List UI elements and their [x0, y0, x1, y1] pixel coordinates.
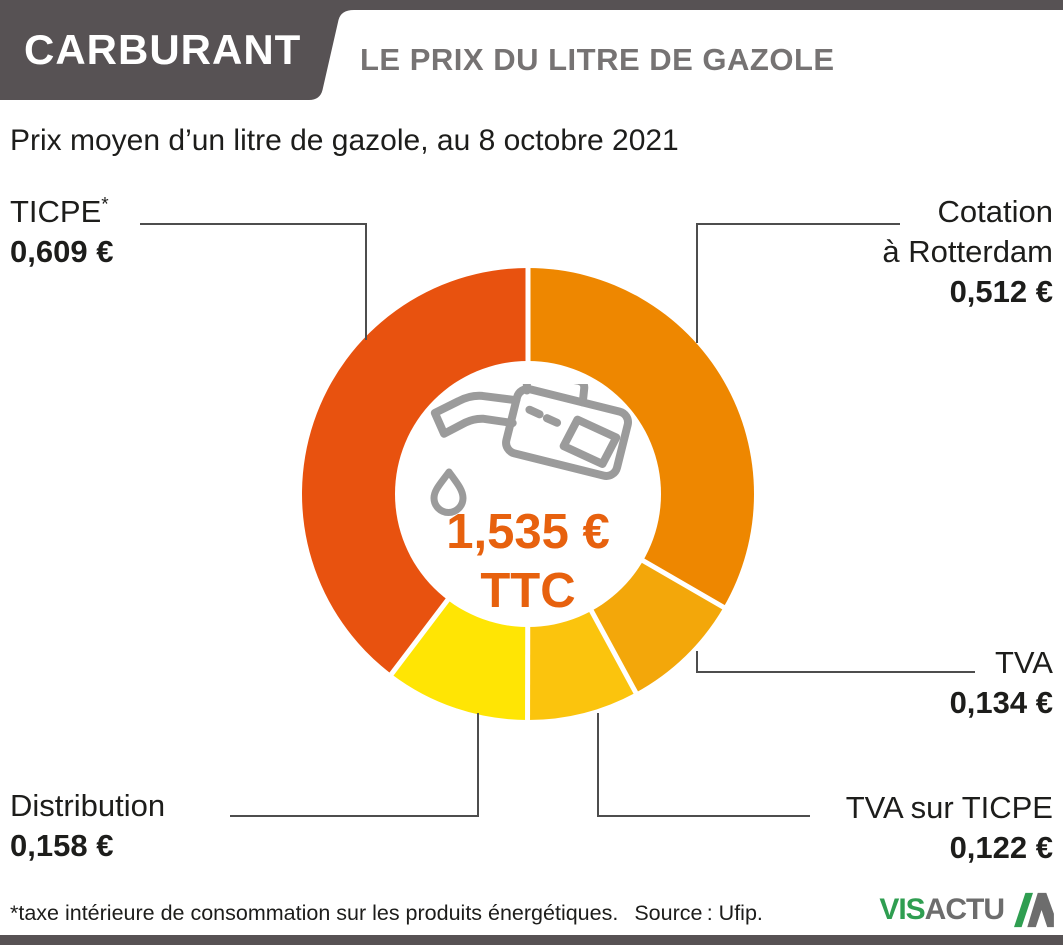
callout-tva-ticpe-value: 0,122 €	[949, 830, 1053, 865]
nozzle-spout	[430, 391, 521, 438]
callout-tva-name: TVA	[995, 645, 1053, 680]
callout-cotation: Cotation à Rotterdam 0,512 €	[882, 192, 1053, 312]
visactu-logo-mark	[1014, 892, 1054, 928]
footnote: *taxe intérieure de consommation sur les…	[10, 901, 763, 926]
fuel-drop-icon	[430, 468, 467, 516]
callout-cotation-line2: à Rotterdam	[882, 234, 1053, 269]
nozzle-detail-dash	[542, 414, 562, 427]
visactu-logo-text-gray: ACTU	[924, 893, 1005, 926]
bottom-strip	[0, 935, 1063, 945]
leader-line-ticpe	[140, 223, 367, 340]
logo-mark-green-bar	[1014, 892, 1033, 928]
source-text: Source : Ufip.	[634, 901, 763, 925]
nozzle-handle	[522, 384, 589, 407]
callout-tva: TVA 0,134 €	[950, 643, 1053, 723]
leader-line-cotation	[696, 223, 900, 343]
fuel-nozzle-icon	[430, 384, 632, 516]
kicker-label: CARBURANT	[24, 26, 302, 73]
leader-line-tva-ticpe	[597, 713, 810, 817]
callout-tva-value: 0,134 €	[949, 685, 1053, 720]
logo-mark-gray-shape	[1027, 892, 1054, 928]
nozzle-body	[502, 385, 632, 480]
leader-line-tva	[696, 651, 975, 673]
callout-distribution-value: 0,158 €	[10, 828, 114, 863]
page-title: LE PRIX DU LITRE DE GAZOLE	[360, 42, 835, 77]
total-price: 1,535 €	[446, 505, 610, 559]
footnote-text: *taxe intérieure de consommation sur les…	[10, 901, 619, 925]
donut-center-total: 1,535 € TTC	[378, 503, 678, 621]
callout-ticpe: TICPE* 0,609 €	[10, 192, 113, 272]
callout-ticpe-value: 0,609 €	[10, 234, 114, 269]
visactu-logo: VIS ACTU	[879, 891, 1055, 929]
leader-line-distribution	[230, 713, 479, 817]
callout-distribution-name: Distribution	[10, 788, 166, 823]
callout-tva-ticpe: TVA sur TICPE 0,122 €	[846, 788, 1053, 868]
nozzle-window	[559, 415, 621, 468]
chart-subtitle: Prix moyen d’un litre de gazole, au 8 oc…	[10, 124, 679, 157]
nozzle-detail-dash	[525, 405, 544, 419]
visactu-logo-text-green: VIS	[879, 893, 925, 926]
callout-distribution: Distribution 0,158 €	[10, 786, 165, 866]
callout-cotation-value: 0,512 €	[949, 274, 1053, 309]
footnote-marker: *	[101, 194, 109, 216]
callout-ticpe-name: TICPE*	[10, 194, 109, 229]
callout-tva-ticpe-name: TVA sur TICPE	[845, 790, 1053, 825]
callout-cotation-line1: Cotation	[937, 194, 1053, 229]
total-suffix: TTC	[480, 564, 576, 618]
